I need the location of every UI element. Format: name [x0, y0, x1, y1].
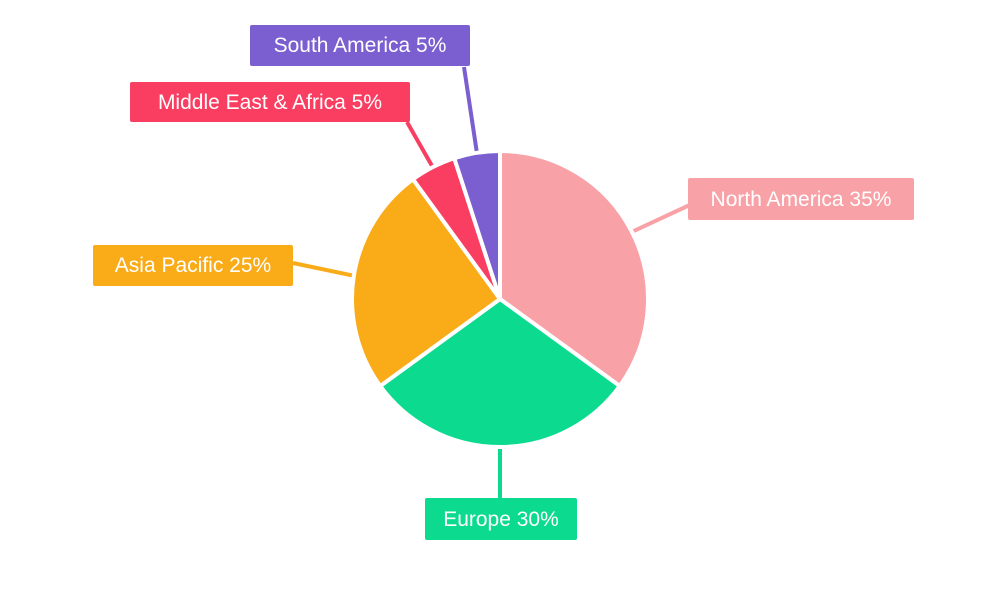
pie-label-text: Middle East & Africa 5%	[157, 90, 383, 114]
pie-label-europe[interactable]: Europe 30%	[425, 498, 577, 540]
pie-label-north-america[interactable]: North America 35%	[688, 178, 914, 220]
pie-label-south-america[interactable]: South America 5%	[250, 25, 470, 66]
leader-line-middle-east-africa	[405, 121, 436, 170]
pie-label-text: South America 5%	[273, 34, 447, 57]
pie-slice-asia-pacific[interactable]	[350, 177, 502, 388]
leader-line-south-america	[462, 66, 480, 156]
leader-line-asia-pacific	[292, 261, 357, 279]
pie-slice-europe[interactable]	[378, 297, 622, 449]
pie-slice-north-america[interactable]	[498, 149, 650, 388]
pie-label-asia-pacific[interactable]: Asia Pacific 25%	[93, 245, 293, 286]
pie-label-text: Asia Pacific 25%	[114, 254, 272, 277]
leader-line-north-america	[629, 201, 695, 235]
pie-label-text: Europe 30%	[443, 507, 559, 531]
pie-label-text: North America 35%	[710, 187, 892, 211]
pie-label-middle-east-africa[interactable]: Middle East & Africa 5%	[130, 82, 410, 122]
pie-slice-south-america[interactable]	[452, 149, 502, 301]
